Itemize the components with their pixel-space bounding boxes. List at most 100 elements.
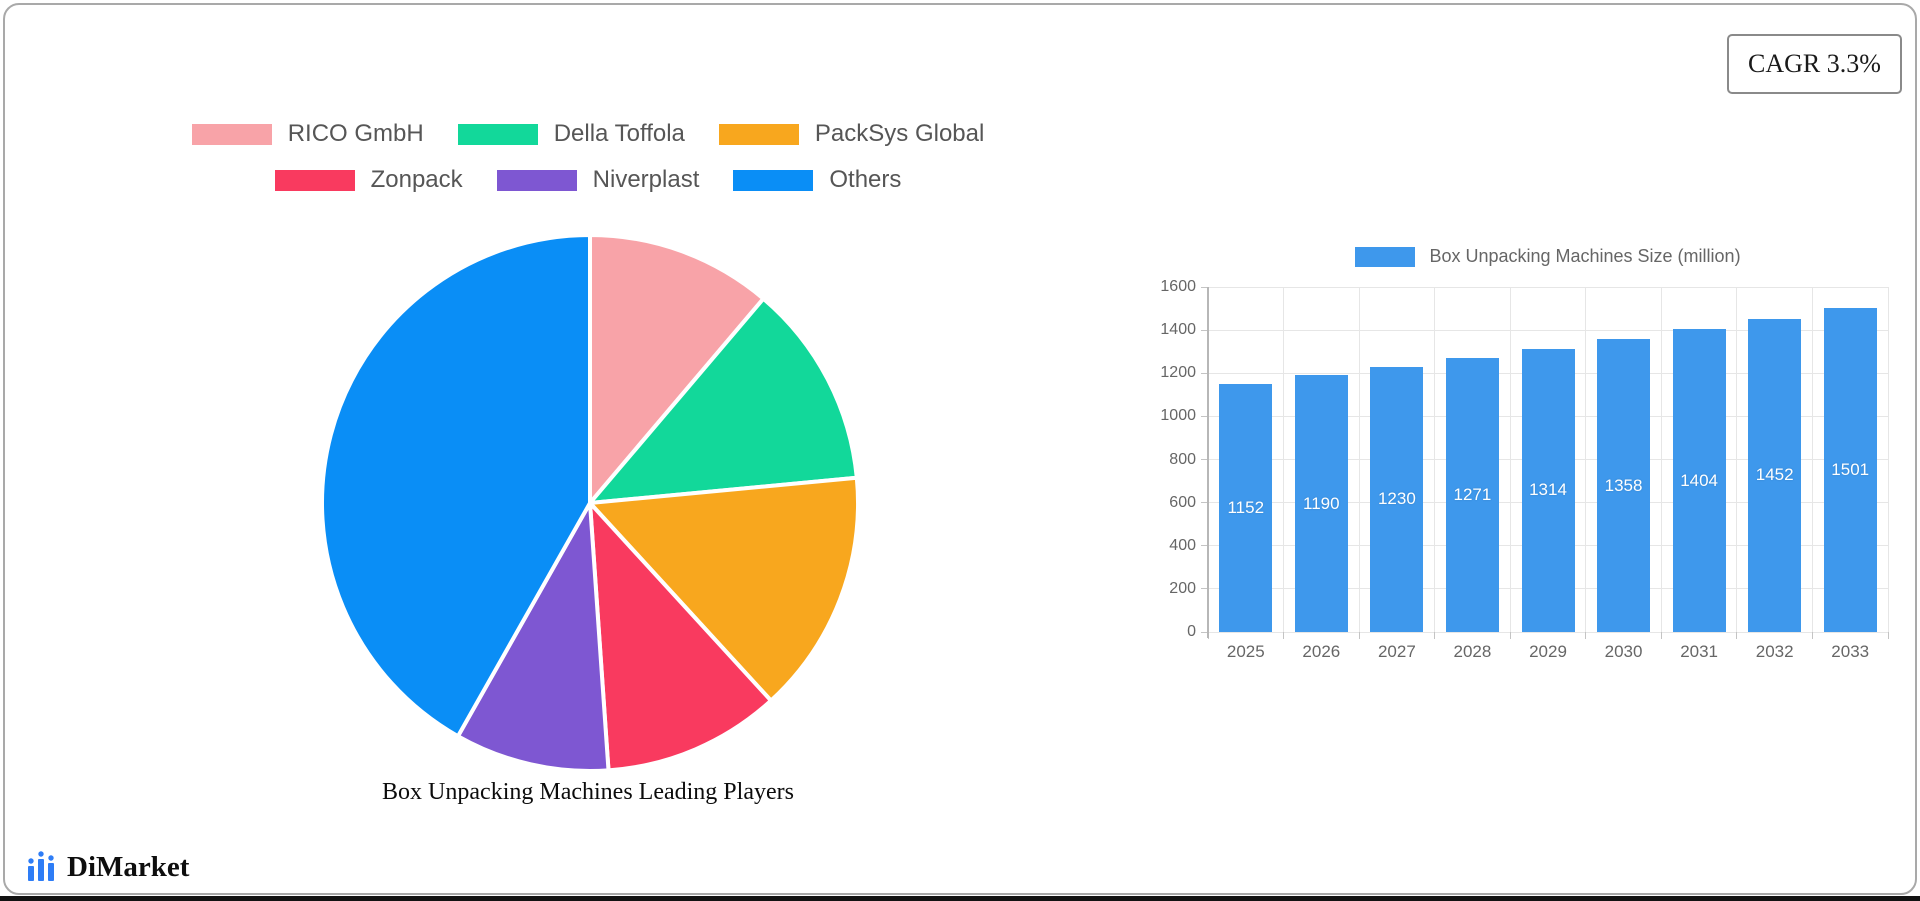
- pie-legend-item-rico-gmbh[interactable]: RICO GmbH: [191, 120, 424, 148]
- bar-value-label: 1358: [1604, 475, 1643, 495]
- bar-2025[interactable]: [1219, 383, 1273, 632]
- y-axis-tick-label: 1400: [1160, 321, 1196, 339]
- cagr-badge: CAGR 3.3%: [1727, 34, 1902, 94]
- pie-slice-rico-gmbh[interactable]: [588, 233, 766, 505]
- bar-value-label: 1190: [1303, 493, 1340, 513]
- brand-logo: DiMarket: [26, 850, 189, 884]
- bar-value-label: 1404: [1680, 470, 1719, 490]
- y-axis-tick-label: 200: [1169, 579, 1196, 597]
- bar-2027[interactable]: [1370, 366, 1424, 632]
- y-axis-tick-label: 1200: [1160, 364, 1196, 382]
- gridline-vertical: [1509, 287, 1511, 632]
- x-axis-tick: [1736, 632, 1738, 639]
- bar-chart-x-axis-labels: 2025 2026 2027 2028 2029 2030 2031 2032 2033: [1208, 642, 1888, 666]
- legend-swatch: [733, 169, 814, 191]
- pie-legend-row: RICO GmbH Della Toffola PackSys Global: [191, 120, 985, 148]
- x-axis-tick-label: 2025: [1226, 642, 1265, 661]
- x-axis-tick-label: 2030: [1604, 642, 1643, 661]
- x-axis-tick-label: 2027: [1377, 642, 1416, 661]
- gridline-vertical: [1887, 287, 1889, 632]
- bar-value-label: 1501: [1831, 460, 1870, 480]
- x-axis-tick: [1887, 632, 1889, 639]
- pie-legend-row: Zonpack Niverplast Others: [274, 166, 901, 194]
- pie-chart: [320, 233, 860, 773]
- legend-label: Niverplast: [592, 166, 700, 193]
- y-axis-tick-label: 400: [1169, 536, 1196, 554]
- y-axis-tick: [1201, 545, 1208, 547]
- page-bottom-edge: [0, 896, 1920, 901]
- x-axis-tick-label: 2028: [1453, 642, 1492, 661]
- x-axis-tick-label: 2032: [1755, 642, 1794, 661]
- pie-slice-packsys-global[interactable]: [588, 475, 860, 703]
- gridline-vertical: [1811, 287, 1813, 632]
- x-axis-tick-label: 2029: [1529, 642, 1567, 661]
- pie-legend-item-niverplast[interactable]: Niverplast: [496, 166, 700, 194]
- x-axis-tick: [1509, 632, 1511, 639]
- y-axis-tick-label: 600: [1169, 493, 1196, 511]
- bar-value-label: 1230: [1377, 489, 1416, 509]
- x-axis-tick-label: 2026: [1302, 642, 1341, 661]
- gridline-vertical: [1283, 287, 1285, 632]
- bar-2030[interactable]: [1597, 339, 1651, 632]
- x-axis-tick: [1358, 632, 1360, 639]
- bar-2028[interactable]: [1445, 357, 1499, 632]
- gridline-vertical: [1585, 287, 1587, 632]
- x-axis-tick: [1585, 632, 1587, 639]
- legend-swatch: [191, 123, 272, 145]
- legend-swatch: [718, 123, 799, 145]
- pie-legend-item-della-toffola[interactable]: Della Toffola: [457, 120, 685, 148]
- gridline-vertical: [1660, 287, 1662, 632]
- x-axis-tick: [1811, 632, 1813, 639]
- legend-swatch: [496, 169, 577, 191]
- y-axis-tick: [1201, 631, 1208, 633]
- y-axis-tick: [1201, 286, 1208, 288]
- legend-label: Della Toffola: [553, 120, 685, 147]
- bar-value-label: 1314: [1529, 480, 1567, 500]
- y-axis-line: [1207, 287, 1209, 638]
- pie-chart-title: Box Unpacking Machines Leading Players: [382, 779, 794, 805]
- bar-2031[interactable]: [1672, 329, 1726, 632]
- y-axis-tick: [1201, 502, 1208, 504]
- pie-legend-item-others[interactable]: Others: [733, 166, 901, 194]
- pie-slice-zonpack[interactable]: [588, 501, 773, 773]
- pie-legend-item-packsys-global[interactable]: PackSys Global: [718, 120, 985, 148]
- legend-label: Zonpack: [370, 166, 463, 193]
- pie-legend-item-zonpack[interactable]: Zonpack: [274, 166, 463, 194]
- pie-slice-della-toffola[interactable]: [588, 296, 859, 505]
- gridline-vertical: [1736, 287, 1738, 632]
- pie-legend: RICO GmbH Della Toffola PackSys Global Zonp…: [0, 120, 1176, 194]
- legend-label: RICO GmbH: [287, 120, 424, 147]
- brand-name: DiMarket: [67, 850, 190, 883]
- y-axis-tick: [1201, 372, 1208, 374]
- y-axis-tick: [1201, 329, 1208, 331]
- bar-2033[interactable]: [1823, 308, 1877, 632]
- bar-value-label: 1452: [1755, 465, 1794, 485]
- pie-slice-others[interactable]: [320, 233, 592, 739]
- x-axis-tick-label: 2033: [1831, 642, 1870, 661]
- gridline-vertical: [1358, 287, 1360, 632]
- brand-bar-chart-icon: [28, 851, 54, 881]
- bar-2026[interactable]: [1294, 375, 1348, 632]
- legend-swatch: [274, 169, 355, 191]
- x-axis-tick: [1283, 632, 1285, 639]
- bar-2029[interactable]: [1521, 348, 1575, 632]
- y-axis-tick: [1201, 588, 1208, 590]
- y-axis-tick: [1201, 415, 1208, 417]
- bar-legend-label[interactable]: Box Unpacking Machines Size (million): [1429, 246, 1741, 266]
- pie-slice-niverplast[interactable]: [455, 501, 611, 773]
- bar-2032[interactable]: [1748, 318, 1802, 632]
- bar-value-label: 1152: [1227, 497, 1265, 517]
- gridline-vertical: [1434, 287, 1436, 632]
- bar-value-label: 1271: [1453, 484, 1492, 504]
- x-axis-tick-label: 2031: [1680, 642, 1719, 661]
- y-axis-tick-label: 800: [1169, 450, 1196, 468]
- gridline-horizontal: [1208, 329, 1888, 331]
- x-axis-tick: [1434, 632, 1436, 639]
- bar-legend-swatch[interactable]: [1355, 246, 1416, 267]
- legend-label: Others: [829, 166, 902, 193]
- y-axis-tick: [1201, 459, 1208, 460]
- bar-chart-plot: 1152 1190 1230 1271 1314 1358 1404 1452 1501: [1201, 286, 1889, 639]
- bar-chart-y-axis-labels: 0 200 400 600 800 1000 1200 1400 1600: [1082, 278, 1196, 640]
- legend-label: PackSys Global: [814, 120, 985, 147]
